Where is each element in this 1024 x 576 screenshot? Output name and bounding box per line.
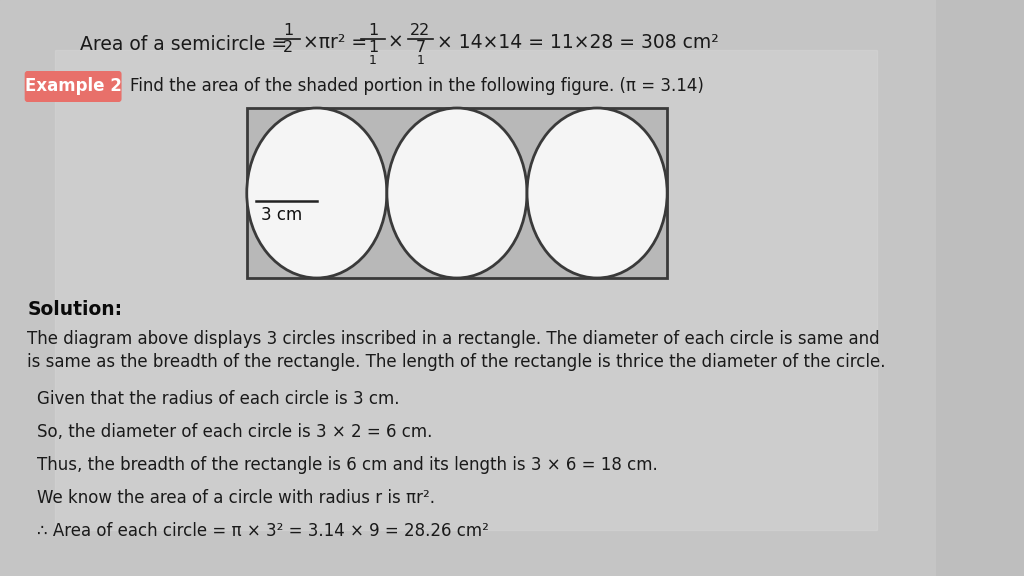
Text: ∴ Area of each circle = π × 3² = 3.14 × 9 = 28.26 cm²: ∴ Area of each circle = π × 3² = 3.14 × … <box>37 522 488 540</box>
Text: ×πr² =: ×πr² = <box>302 33 367 52</box>
Text: 22: 22 <box>411 23 430 38</box>
Ellipse shape <box>387 108 527 278</box>
Text: Thus, the breadth of the rectangle is 6 cm and its length is 3 × 6 = 18 cm.: Thus, the breadth of the rectangle is 6 … <box>37 456 657 474</box>
Text: 1: 1 <box>368 23 378 38</box>
Ellipse shape <box>527 108 668 278</box>
Bar <box>55 50 878 530</box>
Text: Find the area of the shaded portion in the following figure. (π = 3.14): Find the area of the shaded portion in t… <box>130 77 703 95</box>
Text: Area of a semicircle =: Area of a semicircle = <box>81 35 288 54</box>
Text: Example 2: Example 2 <box>25 77 122 95</box>
Text: 3 cm: 3 cm <box>261 206 302 224</box>
Text: We know the area of a circle with radius r is πr².: We know the area of a circle with radius… <box>37 489 434 507</box>
Ellipse shape <box>247 108 387 278</box>
Text: So, the diameter of each circle is 3 × 2 = 6 cm.: So, the diameter of each circle is 3 × 2… <box>37 423 432 441</box>
Text: The diagram above displays 3 circles inscribed in a rectangle. The diameter of e: The diagram above displays 3 circles ins… <box>28 330 880 348</box>
Text: 2: 2 <box>283 40 293 55</box>
Text: is same as the breadth of the rectangle. The length of the rectangle is thrice t: is same as the breadth of the rectangle.… <box>28 353 886 371</box>
Text: 1: 1 <box>417 54 424 67</box>
Text: Solution:: Solution: <box>28 300 123 319</box>
Text: 7: 7 <box>416 40 425 55</box>
Text: 1: 1 <box>369 54 377 67</box>
Text: × 14×14 = 11×28 = 308 cm²: × 14×14 = 11×28 = 308 cm² <box>437 33 719 52</box>
Text: ×: × <box>387 33 403 52</box>
Bar <box>247 108 668 278</box>
Text: 1: 1 <box>368 40 378 55</box>
Text: Given that the radius of each circle is 3 cm.: Given that the radius of each circle is … <box>37 390 399 408</box>
FancyBboxPatch shape <box>25 71 122 102</box>
Text: 1: 1 <box>283 23 293 38</box>
